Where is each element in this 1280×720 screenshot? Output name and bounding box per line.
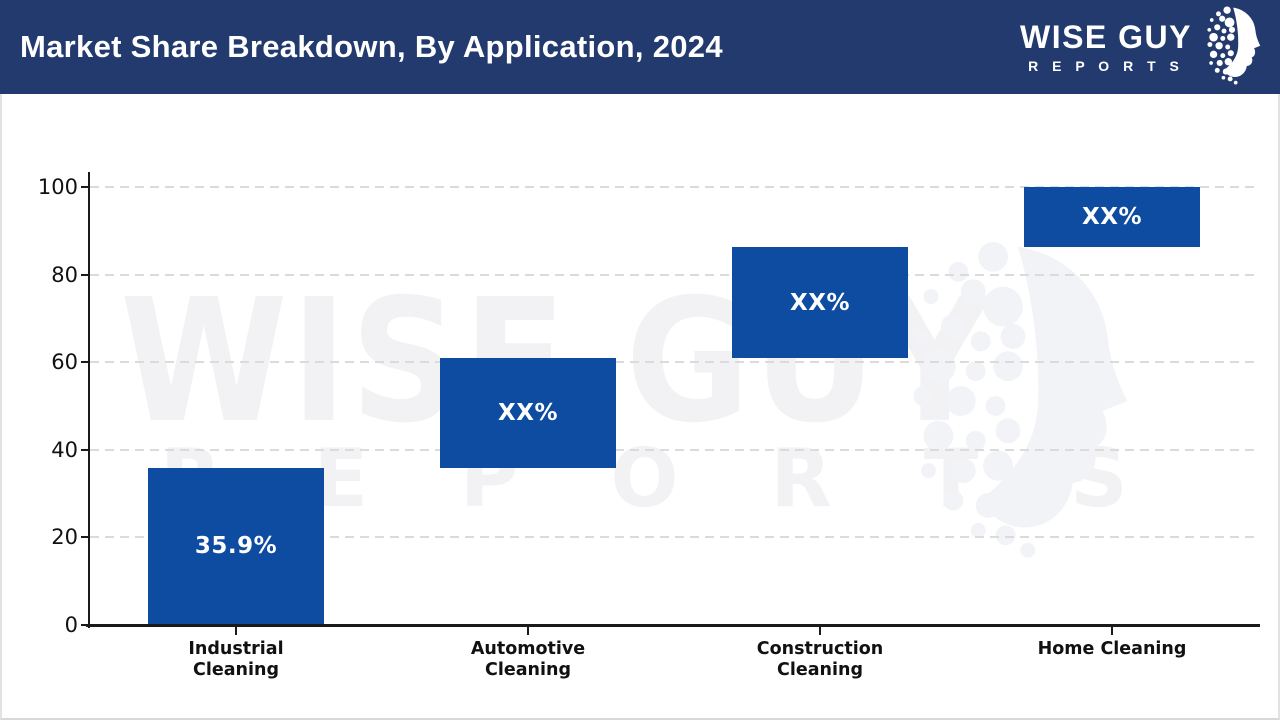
x-tick-label: Construction Cleaning [710,639,930,681]
logo-brand-name: WISE GUY [1019,18,1192,55]
y-tick-label: 60 [51,350,78,375]
x-tick-label: Home Cleaning [1002,639,1222,660]
chart-area: WISE GUY R E P O R T S 02040608010035.9%… [0,94,1280,720]
x-tick-label-line: Cleaning [193,660,279,680]
x-tick-label-line: Cleaning [777,660,863,680]
bar-value-label: XX% [1081,204,1142,231]
x-tick-mark [527,627,529,635]
x-tick-label-line: Home Cleaning [1037,639,1187,659]
wiseguy-logo: WISE GUY R E P O R T S [1020,4,1270,90]
bar-segment: XX% [1024,187,1200,248]
bar-value-label: XX% [789,289,850,316]
y-tick-mark [81,536,90,539]
x-tick-mark [819,627,821,635]
x-tick-label-line: Industrial [188,639,284,659]
wiseguy-logo-text: WISE GUY R E P O R T S [1020,21,1192,74]
bar-segment: XX% [440,358,616,468]
y-tick-label: 0 [64,613,78,637]
gridline-y100 [90,186,1258,188]
x-tick-mark [235,627,237,635]
app-header: Market Share Breakdown, By Application, … [0,0,1280,94]
bar-segment: 35.9% [148,467,324,625]
bar-value-label: XX% [497,400,558,426]
gridline-y40 [90,448,1258,451]
y-tick-label: 80 [51,262,78,287]
y-tick-label: 20 [51,525,78,550]
y-tick-mark [81,624,90,626]
bar-value-label: 35.9% [194,533,278,560]
y-tick-label: 100 [37,175,78,199]
logo-brand-subtitle: R E P O R T S [1028,57,1184,74]
wiseguy-head-icon [1194,4,1270,90]
x-tick-label-line: Automotive [470,639,586,659]
x-tick-label: Automotive Cleaning [418,639,638,681]
x-tick-label-line: Construction [756,639,884,659]
gridline-y60 [90,361,1258,364]
gridline-y20 [90,536,1258,539]
page-title: Market Share Breakdown, By Application, … [20,29,723,64]
x-tick-label: Industrial Cleaning [126,639,346,681]
y-tick-label: 40 [51,437,78,462]
bar-segment: XX% [732,247,908,359]
gridline-y80 [90,273,1258,276]
y-tick-mark [81,186,90,188]
y-tick-mark [81,361,90,364]
x-tick-label-line: Cleaning [485,660,571,680]
x-axis-line [86,624,1260,627]
x-tick-mark [1111,627,1113,635]
y-tick-mark [81,448,90,451]
y-tick-mark [81,273,90,276]
y-axis-line [88,172,90,628]
